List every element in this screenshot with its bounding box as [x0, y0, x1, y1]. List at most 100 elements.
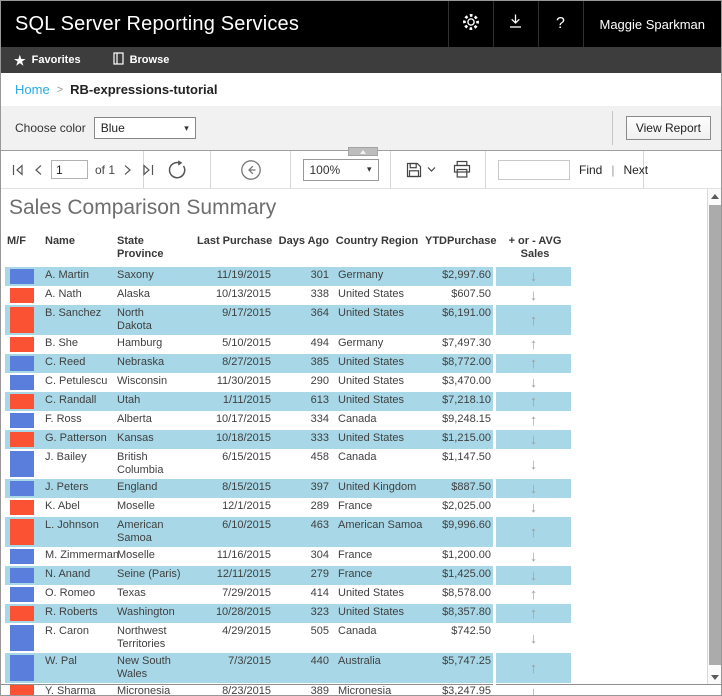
gender-color-square — [10, 568, 34, 583]
app-title: SQL Server Reporting Services — [15, 12, 300, 35]
trend-arrow-icon: ↓ — [493, 547, 571, 566]
find-next-button[interactable]: Next — [623, 162, 649, 177]
cell-state: Alaska — [117, 288, 151, 300]
scroll-up-button[interactable] — [708, 194, 721, 199]
print-button[interactable] — [452, 160, 472, 179]
scrollbar-thumb[interactable] — [709, 205, 721, 665]
cell-name: J. Peters — [45, 481, 89, 493]
trend-arrow-icon: ↑ — [493, 585, 571, 604]
cell-state: Wisconsin — [117, 375, 168, 387]
trend-arrow-icon: ↑ — [493, 653, 571, 683]
download-button[interactable] — [492, 1, 538, 47]
cell-name: C. Reed — [45, 356, 86, 368]
cell-last-purchase: 6/10/2015 — [222, 519, 271, 531]
cell-state: British Columbia — [117, 451, 164, 476]
breadcrumb: Home > RB-expressions-tutorial — [1, 73, 721, 106]
cell-country: United States — [338, 394, 405, 406]
cell-last-purchase: 8/27/2015 — [222, 356, 271, 368]
trend-arrow-icon: ↓ — [493, 430, 571, 449]
browse-tab[interactable]: Browse — [112, 52, 169, 68]
help-button[interactable]: ? — [537, 1, 583, 47]
cell-name: F. Ross — [45, 413, 82, 425]
table-row: B. Sanchez North Dakota 9/17/2015 364 Un… — [5, 305, 571, 335]
column-header-country: Country Region — [335, 235, 419, 247]
first-page-button[interactable] — [10, 163, 25, 177]
cell-country: United States — [338, 307, 405, 319]
column-header-ytd: YTDPurchase — [425, 235, 497, 247]
cell-name: J. Bailey — [45, 451, 87, 463]
cell-name: Y. Sharma — [45, 685, 96, 696]
cell-ytd-purchase: $8,578.00 — [442, 587, 491, 599]
user-menu[interactable]: Maggie Sparkman — [582, 1, 722, 47]
scroll-down-button[interactable] — [708, 675, 721, 680]
cell-country: United States — [338, 356, 405, 368]
settings-button[interactable] — [447, 1, 493, 47]
trend-arrow-icon: ↑ — [493, 604, 571, 623]
cell-name: K. Abel — [45, 500, 80, 512]
next-page-button[interactable] — [122, 163, 134, 177]
cell-country: France — [338, 500, 373, 512]
previous-page-button[interactable] — [32, 163, 44, 177]
cell-days-ago: 613 — [310, 394, 329, 406]
cell-state: Hamburg — [117, 337, 163, 349]
cell-state: Kansas — [117, 432, 154, 444]
cell-days-ago: 458 — [310, 451, 329, 463]
cell-ytd-purchase: $1,425.00 — [442, 568, 491, 580]
cell-days-ago: 323 — [310, 606, 329, 618]
cell-country: France — [338, 568, 373, 580]
cell-ytd-purchase: $742.50 — [451, 625, 491, 637]
gender-color-square — [10, 375, 34, 390]
table-row: K. Abel Moselle 12/1/2015 289 France $2,… — [5, 498, 571, 517]
cell-state: Texas — [117, 587, 146, 599]
cell-state: New South Wales — [117, 655, 171, 680]
cell-country: United States — [338, 587, 405, 599]
cell-state: Alberta — [117, 413, 152, 425]
gender-color-square — [10, 269, 34, 284]
cell-name: W. Pal — [45, 655, 77, 667]
cell-state: North Dakota — [117, 307, 152, 332]
cell-days-ago: 333 — [310, 432, 329, 444]
column-header-name: Name — [45, 235, 75, 247]
cell-last-purchase: 10/28/2015 — [215, 606, 271, 618]
trend-arrow-icon: ↓ — [493, 479, 571, 498]
page-count-label: of 1 — [95, 162, 116, 177]
color-select[interactable]: Blue ▾ — [93, 117, 196, 139]
cell-ytd-purchase: $1,147.50 — [442, 451, 491, 463]
favorites-tab[interactable]: ★ Favorites — [14, 54, 81, 67]
table-body: A. Martin Saxony 11/19/2015 301 Germany … — [5, 267, 571, 696]
triangle-up-icon — [710, 194, 719, 199]
back-button[interactable] — [239, 158, 263, 182]
find-button[interactable]: Find — [579, 162, 603, 177]
report-scrollbar[interactable] — [707, 189, 721, 684]
last-page-button[interactable] — [141, 163, 156, 177]
parameter-collapse-handle[interactable] — [348, 147, 378, 156]
cell-ytd-purchase: $9,996.60 — [442, 519, 491, 531]
cell-country: France — [338, 549, 373, 561]
trend-arrow-icon: ↓ — [493, 623, 571, 653]
trend-arrow-icon: ↓ — [493, 683, 571, 695]
cell-state: American Samoa — [117, 519, 164, 544]
cell-days-ago: 494 — [310, 337, 329, 349]
cell-days-ago: 290 — [310, 375, 329, 387]
cell-ytd-purchase: $7,497.30 — [442, 337, 491, 349]
cell-ytd-purchase: $607.50 — [451, 288, 491, 300]
cell-state: Nebraska — [117, 356, 165, 368]
cell-ytd-purchase: $9,248.15 — [442, 413, 491, 425]
cell-days-ago: 301 — [310, 269, 329, 281]
cell-days-ago: 338 — [310, 288, 329, 300]
cell-name: L. Johnson — [45, 519, 99, 531]
cell-state: Moselle — [117, 549, 155, 561]
gender-color-square — [10, 288, 34, 303]
breadcrumb-home-link[interactable]: Home — [15, 82, 50, 97]
table-row: N. Anand Seine (Paris) 12/11/2015 279 Fr… — [5, 566, 571, 585]
chevron-down-icon: ▾ — [366, 164, 372, 174]
table-row: M. Zimmerman Moselle 11/16/2015 304 Fran… — [5, 547, 571, 566]
trend-arrow-icon: ↑ — [493, 517, 571, 547]
view-report-button[interactable]: View Report — [625, 116, 711, 140]
find-input[interactable] — [498, 159, 570, 180]
export-button[interactable] — [405, 161, 436, 179]
table-row: J. Bailey British Columbia 6/15/2015 458… — [5, 449, 571, 479]
page-number-input[interactable] — [51, 160, 88, 179]
zoom-select[interactable]: 100% ▾ — [302, 158, 379, 181]
refresh-button[interactable] — [166, 159, 188, 181]
